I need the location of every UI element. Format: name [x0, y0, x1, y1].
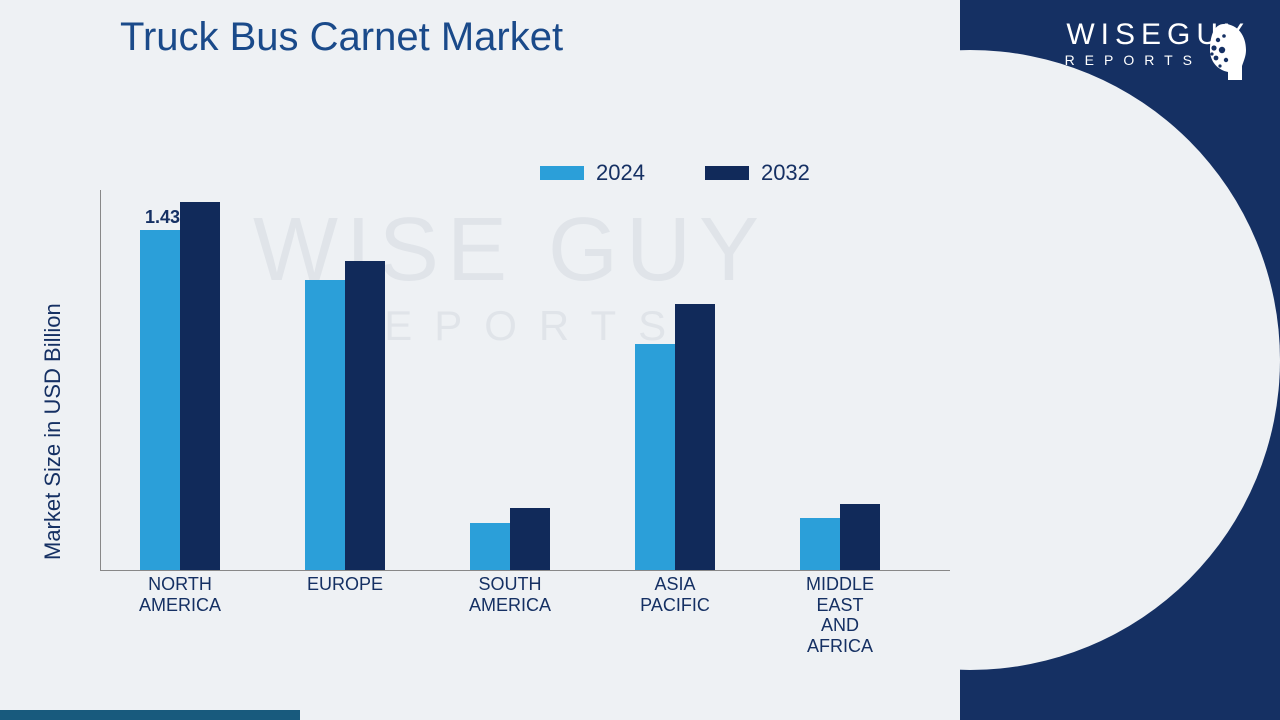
legend: 2024 2032: [540, 160, 810, 186]
legend-label-2032: 2032: [761, 160, 810, 186]
category-label: MIDDLEEASTANDAFRICA: [770, 574, 910, 657]
bar-group: [470, 190, 550, 570]
brand-logo: WISEGUY REPORTS: [1065, 20, 1250, 68]
bar: [800, 518, 840, 570]
bar: [305, 280, 345, 570]
head-icon: [1204, 22, 1248, 86]
bar-chart: 1.43NORTHAMERICAEUROPESOUTHAMERICAASIAPA…: [100, 190, 950, 570]
legend-item-2024: 2024: [540, 160, 645, 186]
bar: [470, 523, 510, 571]
page: WISEGUY REPORTS Truck Bus Carnet Market …: [0, 0, 1280, 720]
bar: [180, 202, 220, 570]
y-axis-label: Market Size in USD Billion: [40, 303, 66, 560]
brand-line2: REPORTS: [1065, 52, 1202, 68]
bar: [345, 261, 385, 570]
bar: [840, 504, 880, 571]
bar-value-label: 1.43: [100, 207, 180, 230]
category-label: ASIAPACIFIC: [605, 574, 745, 615]
bar: 1.43: [140, 230, 180, 570]
bar: [510, 508, 550, 570]
legend-label-2024: 2024: [596, 160, 645, 186]
bar-group: [305, 190, 385, 570]
category-label: NORTHAMERICA: [110, 574, 250, 615]
page-title: Truck Bus Carnet Market: [120, 15, 563, 60]
category-label: EUROPE: [275, 574, 415, 595]
x-axis-line: [100, 570, 950, 571]
legend-swatch-2032: [705, 166, 749, 180]
footer-accent-bar: [0, 710, 300, 720]
legend-swatch-2024: [540, 166, 584, 180]
category-label: SOUTHAMERICA: [440, 574, 580, 615]
bar-group: 1.43: [140, 190, 220, 570]
legend-item-2032: 2032: [705, 160, 810, 186]
bar-group: [800, 190, 880, 570]
bar: [675, 304, 715, 570]
bar-group: [635, 190, 715, 570]
y-axis-line: [100, 190, 101, 570]
bar: [635, 344, 675, 570]
